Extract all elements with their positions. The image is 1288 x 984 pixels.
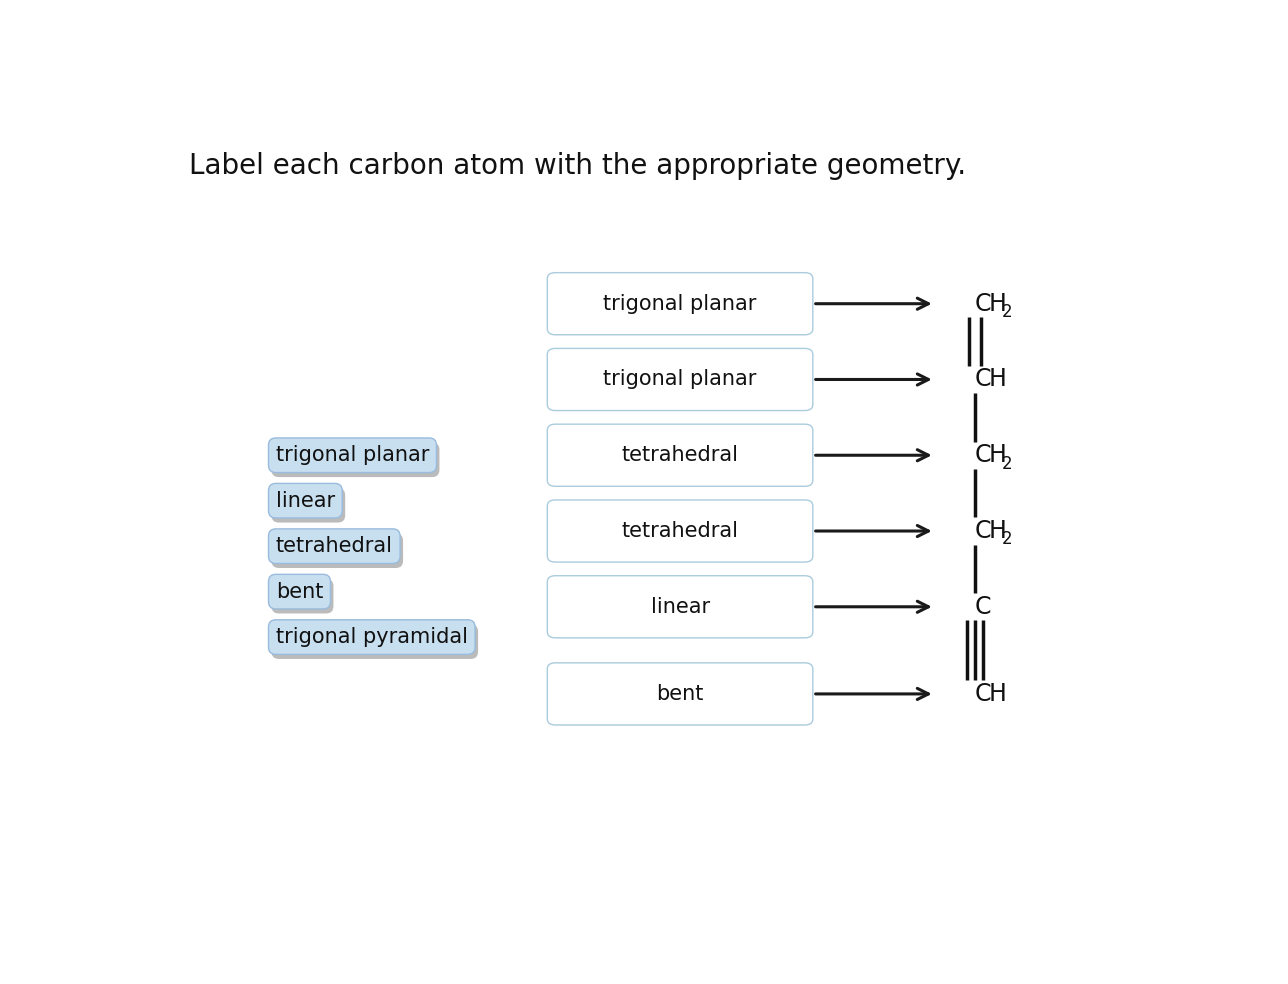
Text: tetrahedral: tetrahedral bbox=[622, 521, 738, 541]
Text: H: H bbox=[988, 367, 1006, 392]
Text: trigonal planar: trigonal planar bbox=[278, 450, 433, 469]
Text: linear: linear bbox=[650, 596, 710, 617]
Text: trigonal planar: trigonal planar bbox=[603, 293, 757, 314]
FancyBboxPatch shape bbox=[547, 576, 813, 638]
Text: linear: linear bbox=[278, 495, 337, 516]
Text: C: C bbox=[975, 594, 990, 619]
Text: H: H bbox=[988, 519, 1006, 543]
Text: 2: 2 bbox=[1002, 455, 1012, 472]
Text: H: H bbox=[988, 443, 1006, 467]
FancyBboxPatch shape bbox=[547, 348, 813, 410]
Text: C: C bbox=[975, 367, 990, 392]
Text: tetrahedral: tetrahedral bbox=[276, 536, 393, 556]
FancyBboxPatch shape bbox=[547, 424, 813, 486]
FancyBboxPatch shape bbox=[547, 663, 813, 725]
FancyBboxPatch shape bbox=[547, 500, 813, 562]
Text: C: C bbox=[975, 443, 990, 467]
FancyBboxPatch shape bbox=[547, 273, 813, 335]
Text: 2: 2 bbox=[1002, 530, 1012, 548]
Text: C: C bbox=[975, 291, 990, 316]
Text: Label each carbon atom with the appropriate geometry.: Label each carbon atom with the appropri… bbox=[189, 153, 966, 180]
Text: trigonal planar: trigonal planar bbox=[276, 445, 429, 465]
Text: bent: bent bbox=[276, 582, 323, 601]
Text: H: H bbox=[988, 291, 1006, 316]
Text: C: C bbox=[975, 519, 990, 543]
Text: tetrahedral: tetrahedral bbox=[622, 445, 738, 465]
Text: 2: 2 bbox=[1002, 303, 1012, 321]
Text: bent: bent bbox=[278, 586, 326, 606]
Text: linear: linear bbox=[276, 491, 335, 511]
Text: H: H bbox=[988, 682, 1006, 706]
Text: C: C bbox=[975, 682, 990, 706]
Text: bent: bent bbox=[657, 684, 703, 704]
Text: tetrahedral: tetrahedral bbox=[278, 541, 395, 561]
Text: trigonal pyramidal: trigonal pyramidal bbox=[278, 632, 471, 651]
Text: trigonal planar: trigonal planar bbox=[603, 369, 757, 390]
Text: trigonal pyramidal: trigonal pyramidal bbox=[276, 627, 468, 647]
